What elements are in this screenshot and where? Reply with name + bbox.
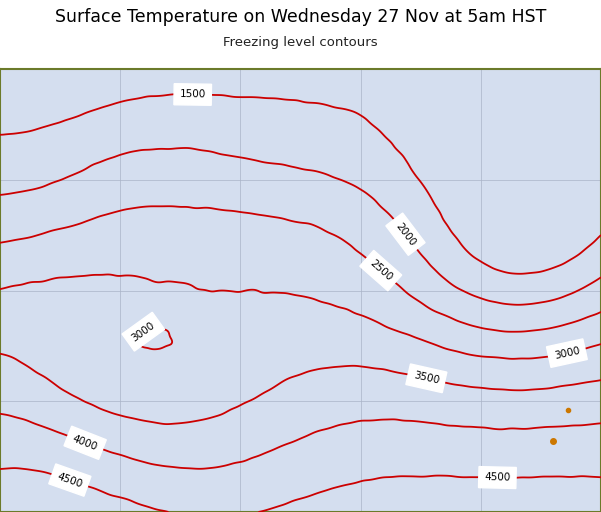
Text: 2000: 2000 (394, 221, 417, 248)
Text: Surface Temperature on Wednesday 27 Nov at 5am HST: Surface Temperature on Wednesday 27 Nov … (55, 8, 546, 26)
Text: 4500: 4500 (56, 471, 84, 489)
Text: 2500: 2500 (368, 258, 394, 283)
Text: 3000: 3000 (130, 320, 157, 344)
Text: 3500: 3500 (412, 371, 441, 386)
Text: 3000: 3000 (553, 346, 581, 361)
Text: 4500: 4500 (484, 472, 511, 483)
Text: 1500: 1500 (180, 89, 206, 100)
Text: 4000: 4000 (71, 433, 99, 452)
Text: Freezing level contours: Freezing level contours (223, 36, 378, 49)
